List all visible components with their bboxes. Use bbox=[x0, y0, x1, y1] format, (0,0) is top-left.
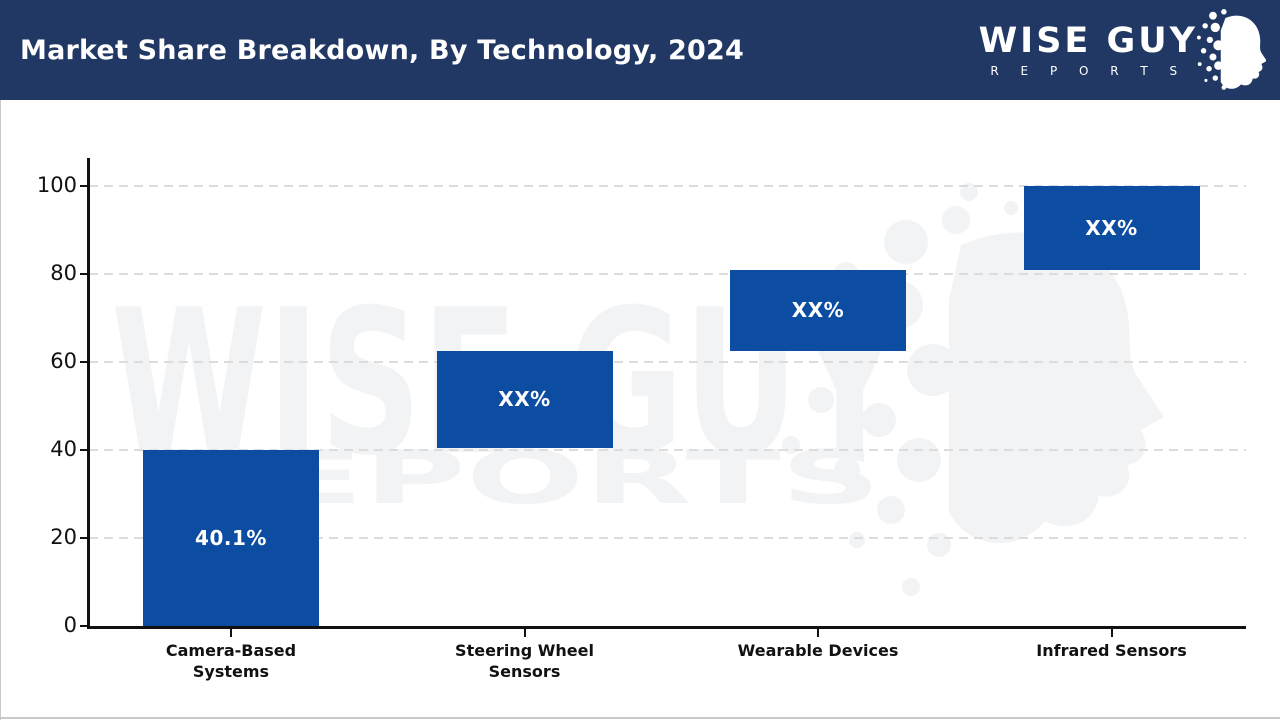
x-axis-line bbox=[87, 626, 1246, 629]
x-category-label: Camera-Based Systems bbox=[111, 640, 351, 682]
logo-head-icon bbox=[1196, 9, 1266, 90]
y-tick-label: 80 bbox=[50, 261, 77, 285]
x-category-line: Wearable Devices bbox=[737, 641, 899, 660]
y-tick-mark bbox=[80, 449, 89, 451]
bar-1: 40.1% bbox=[143, 449, 319, 626]
header-bar: Market Share Breakdown, By Technology, 2… bbox=[0, 0, 1280, 100]
chart-area: WISE GUY REPORTS 0 20 40 60 80 100 40.1% Camera… bbox=[0, 100, 1280, 720]
gridline-100 bbox=[89, 185, 1246, 187]
y-tick-label: 20 bbox=[50, 525, 77, 549]
y-tick-label: 40 bbox=[50, 437, 77, 461]
logo-wordmark: WISE GUY bbox=[978, 20, 1198, 61]
x-category-line: Camera-Based bbox=[165, 641, 297, 660]
bar-3: XX% bbox=[730, 269, 906, 351]
bar-2: XX% bbox=[436, 351, 613, 448]
x-category-label: Wearable Devices bbox=[698, 640, 938, 661]
x-tick-mark bbox=[817, 628, 819, 637]
y-axis-line bbox=[87, 158, 90, 628]
bar-4: XX% bbox=[1023, 186, 1200, 270]
logo-subtitle: R E P O R T S bbox=[990, 63, 1187, 78]
x-category-label: Infrared Sensors bbox=[992, 640, 1232, 661]
x-category-line: Sensors bbox=[488, 662, 561, 681]
x-category-line: Steering Wheel bbox=[455, 641, 594, 660]
y-tick-label: 100 bbox=[36, 173, 77, 197]
figure-bottom-border bbox=[1, 717, 1280, 719]
x-category-line: Infrared Sensors bbox=[1036, 641, 1187, 660]
logo-text: WISE GUY R E P O R T S bbox=[978, 20, 1198, 78]
bar-value-label: XX% bbox=[791, 298, 845, 323]
x-tick-mark bbox=[230, 628, 232, 637]
gridline-20 bbox=[89, 537, 1246, 539]
wiseguy-logo: WISE GUY R E P O R T S bbox=[979, 6, 1266, 94]
gridline-40 bbox=[89, 449, 1246, 451]
bar-value-label: 40.1% bbox=[195, 525, 267, 550]
gridline-60 bbox=[89, 361, 1246, 363]
y-tick-mark bbox=[80, 185, 89, 187]
y-tick-mark bbox=[80, 361, 89, 363]
gridline-80 bbox=[89, 273, 1246, 275]
y-tick-label: 0 bbox=[63, 613, 77, 637]
y-tick-mark bbox=[80, 537, 89, 539]
page-title: Market Share Breakdown, By Technology, 2… bbox=[20, 34, 745, 66]
x-tick-mark bbox=[523, 628, 526, 637]
x-tick-mark bbox=[1110, 628, 1113, 637]
y-tick-mark bbox=[80, 273, 89, 275]
x-category-label: Steering Wheel Sensors bbox=[405, 640, 645, 682]
y-tick-label: 60 bbox=[50, 349, 77, 373]
bar-value-label: XX% bbox=[1085, 215, 1138, 240]
y-tick-mark bbox=[80, 625, 89, 627]
x-category-line: Systems bbox=[192, 662, 270, 681]
bar-value-label: XX% bbox=[498, 387, 551, 412]
